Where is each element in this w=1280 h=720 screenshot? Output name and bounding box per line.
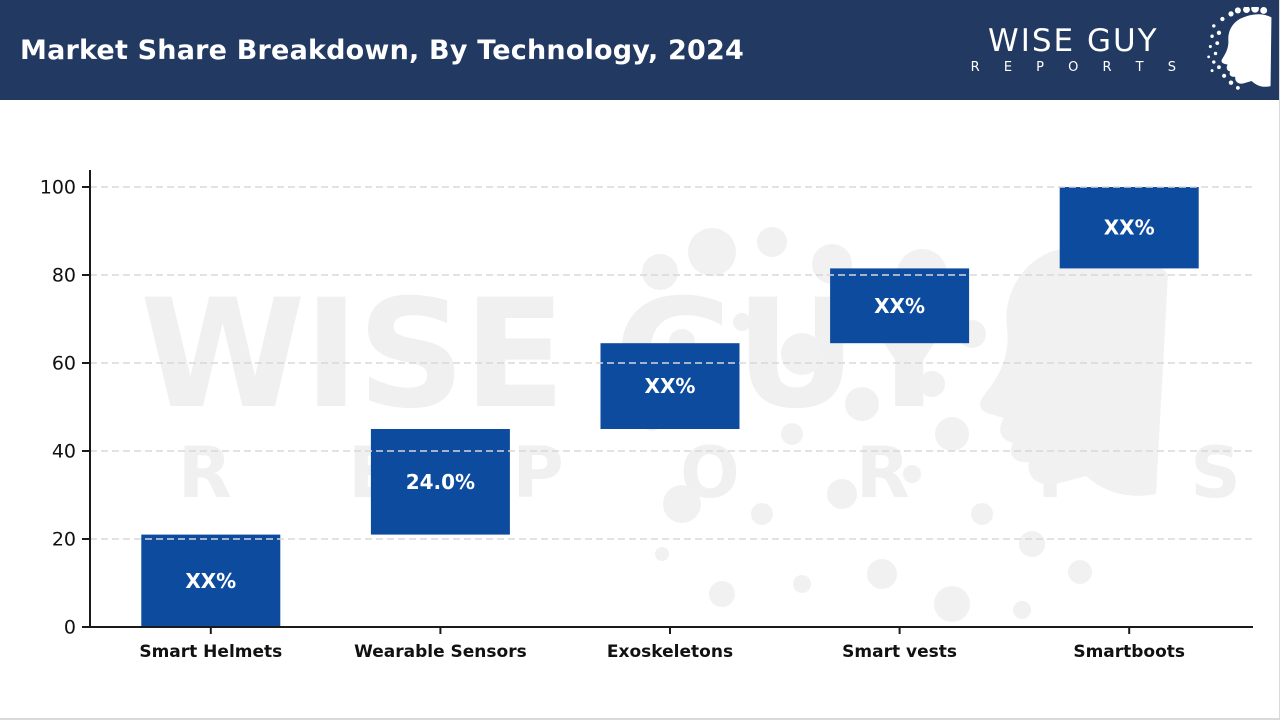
- bar-segment: [600, 343, 740, 429]
- bar-value-label: XX%: [1104, 216, 1155, 240]
- bar-segment: [1059, 187, 1199, 269]
- watermark-wiseguy-text: WISE GUY: [140, 268, 964, 442]
- bar-value-label: XX%: [185, 569, 236, 593]
- logo-wiseguy-text: WISE GUY: [988, 23, 1159, 59]
- x-tick-label: Smart Helmets: [139, 642, 282, 662]
- x-tick-label: Smartboots: [1073, 642, 1185, 662]
- watermark-face-silhouette: [980, 244, 1168, 496]
- y-tick-label: 80: [52, 265, 76, 287]
- logo-face-icon: [1207, 7, 1272, 90]
- labels-group: Smart Helmets XX% Wearable Sensors 24.0% Exo…: [40, 177, 1185, 663]
- bar-value-label: 24.0%: [406, 470, 475, 494]
- y-tick-label: 0: [64, 617, 76, 639]
- y-tick-label: 20: [52, 529, 76, 551]
- bar-segment: [141, 534, 281, 627]
- page-title: Market Share Breakdown, By Technology, 2…: [20, 34, 745, 66]
- bars-group: [141, 187, 1199, 627]
- header-bar: Market Share Breakdown, By Technology, 2…: [0, 0, 1279, 100]
- bar-value-label: XX%: [874, 294, 925, 318]
- bar-value-label: XX%: [645, 374, 696, 398]
- logo-wordmark: WISE GUY R E P O R T S: [961, 23, 1186, 75]
- x-tick-label: Exoskeletons: [607, 642, 733, 662]
- gridlines-group: [90, 186, 1253, 540]
- axes-group: [82, 170, 1253, 634]
- y-tick-label: 40: [52, 441, 76, 463]
- x-tick-label: Wearable Sensors: [354, 642, 527, 662]
- y-tick-label: 60: [52, 353, 76, 375]
- wiseguy-logo: WISE GUY R E P O R T S: [961, 7, 1279, 93]
- y-tick-label: 100: [40, 177, 76, 199]
- logo-reports-text: R E P O R T S: [970, 60, 1186, 75]
- bar-segment: [370, 429, 510, 535]
- bar-segment: [830, 268, 970, 344]
- x-tick-label: Smart vests: [842, 642, 957, 662]
